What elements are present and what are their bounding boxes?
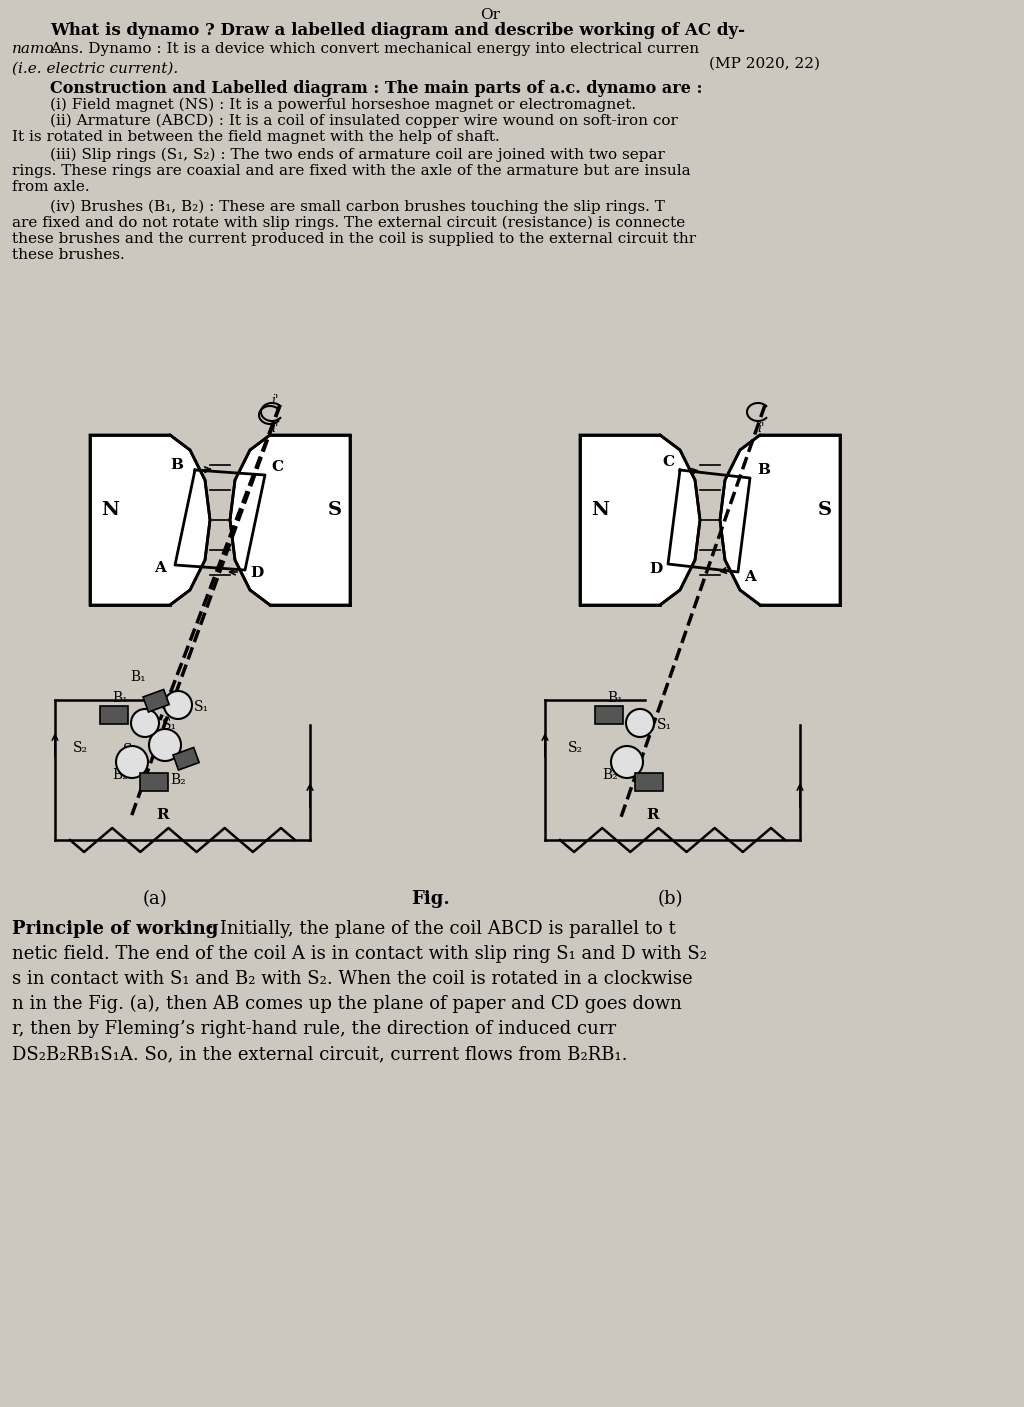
Text: i': i' xyxy=(271,394,279,408)
Circle shape xyxy=(116,746,148,778)
Bar xyxy=(143,689,169,712)
Text: netic field. The end of the coil A is in contact with slip ring S₁ and D with S₂: netic field. The end of the coil A is in… xyxy=(12,946,707,962)
Text: (ii) Armature (ABCD) : It is a coil of insulated copper wire wound on soft-iron : (ii) Armature (ABCD) : It is a coil of i… xyxy=(50,114,678,128)
Text: (iv) Brushes (B₁, B₂) : These are small carbon brushes touching the slip rings. : (iv) Brushes (B₁, B₂) : These are small … xyxy=(50,200,665,214)
Circle shape xyxy=(611,746,643,778)
Bar xyxy=(140,772,168,791)
Text: S₂: S₂ xyxy=(123,743,137,757)
Text: (b): (b) xyxy=(657,891,683,908)
Text: n in the Fig. (a), then AB comes up the plane of paper and CD goes down: n in the Fig. (a), then AB comes up the … xyxy=(12,995,682,1013)
Text: B₂: B₂ xyxy=(602,768,617,782)
Text: Principle of working: Principle of working xyxy=(12,920,218,938)
Text: N: N xyxy=(101,501,119,519)
Bar xyxy=(635,772,663,791)
Text: are fixed and do not rotate with slip rings. The external circuit (resistance) i: are fixed and do not rotate with slip ri… xyxy=(12,217,685,231)
Text: Ans. Dynamo : It is a device which convert mechanical energy into electrical cur: Ans. Dynamo : It is a device which conve… xyxy=(50,42,699,56)
Text: S: S xyxy=(818,501,831,519)
Text: C: C xyxy=(662,454,674,469)
Circle shape xyxy=(164,691,193,719)
Text: B: B xyxy=(758,463,770,477)
Polygon shape xyxy=(230,435,350,605)
Text: DS₂B₂RB₁S₁A. So, in the external circuit, current flows from B₂RB₁.: DS₂B₂RB₁S₁A. So, in the external circuit… xyxy=(12,1045,628,1064)
Text: B₂: B₂ xyxy=(112,768,128,782)
Text: i': i' xyxy=(758,422,765,435)
Text: B₂: B₂ xyxy=(170,772,186,787)
Text: from axle.: from axle. xyxy=(12,180,90,194)
Text: S₂: S₂ xyxy=(567,741,583,756)
Text: S₁: S₁ xyxy=(657,718,672,732)
Polygon shape xyxy=(720,435,840,605)
Circle shape xyxy=(131,709,159,737)
Text: S: S xyxy=(328,501,342,519)
Text: R: R xyxy=(646,808,658,822)
Text: (i) Field magnet (NS) : It is a powerful horseshoe magnet or electromagnet.: (i) Field magnet (NS) : It is a powerful… xyxy=(50,98,636,113)
Text: C: C xyxy=(271,460,283,474)
Bar xyxy=(595,706,623,725)
Circle shape xyxy=(626,709,654,737)
Text: (a): (a) xyxy=(142,891,167,908)
Text: A: A xyxy=(744,570,756,584)
Text: (MP 2020, 22): (MP 2020, 22) xyxy=(709,58,820,70)
Text: S₁: S₁ xyxy=(194,701,209,713)
Text: B₁: B₁ xyxy=(607,691,623,705)
Text: It is rotated in between the field magnet with the help of shaft.: It is rotated in between the field magne… xyxy=(12,129,500,144)
Text: these brushes and the current produced in the coil is supplied to the external c: these brushes and the current produced i… xyxy=(12,232,696,246)
Text: D: D xyxy=(649,561,663,575)
Text: Or: Or xyxy=(480,8,500,23)
Text: S₂: S₂ xyxy=(73,741,88,756)
Text: D: D xyxy=(251,566,263,580)
Text: Fig.: Fig. xyxy=(411,891,450,908)
Text: i': i' xyxy=(271,422,279,435)
Bar xyxy=(173,747,199,770)
Text: A: A xyxy=(154,561,166,575)
Text: Construction and Labelled diagram : The main parts of a.c. dynamo are :: Construction and Labelled diagram : The … xyxy=(50,80,702,97)
Text: (iii) Slip rings (S₁, S₂) : The two ends of armature coil are joined with two se: (iii) Slip rings (S₁, S₂) : The two ends… xyxy=(50,148,665,162)
Text: (i.e. electric current).: (i.e. electric current). xyxy=(12,62,178,76)
Text: N: N xyxy=(591,501,609,519)
Text: B: B xyxy=(171,459,183,471)
Text: What is dynamo ? Draw a labelled diagram and describe working of AC dy-: What is dynamo ? Draw a labelled diagram… xyxy=(50,23,745,39)
Text: B₁: B₁ xyxy=(130,670,145,684)
Bar xyxy=(100,706,128,725)
Text: namo.: namo. xyxy=(12,42,59,56)
Text: R: R xyxy=(157,808,169,822)
Text: s in contact with S₁ and B₂ with S₂. When the coil is rotated in a clockwise: s in contact with S₁ and B₂ with S₂. Whe… xyxy=(12,969,692,988)
Polygon shape xyxy=(90,435,210,605)
Circle shape xyxy=(150,729,181,761)
Text: r, then by Fleming’s right-hand rule, the direction of induced curr: r, then by Fleming’s right-hand rule, th… xyxy=(12,1020,616,1038)
Polygon shape xyxy=(580,435,700,605)
Text: these brushes.: these brushes. xyxy=(12,248,125,262)
Text: rings. These rings are coaxial and are fixed with the axle of the armature but a: rings. These rings are coaxial and are f… xyxy=(12,165,690,179)
Text: : Initially, the plane of the coil ABCD is parallel to t: : Initially, the plane of the coil ABCD … xyxy=(208,920,676,938)
Text: B₁: B₁ xyxy=(113,691,128,705)
Text: S₁: S₁ xyxy=(162,718,177,732)
